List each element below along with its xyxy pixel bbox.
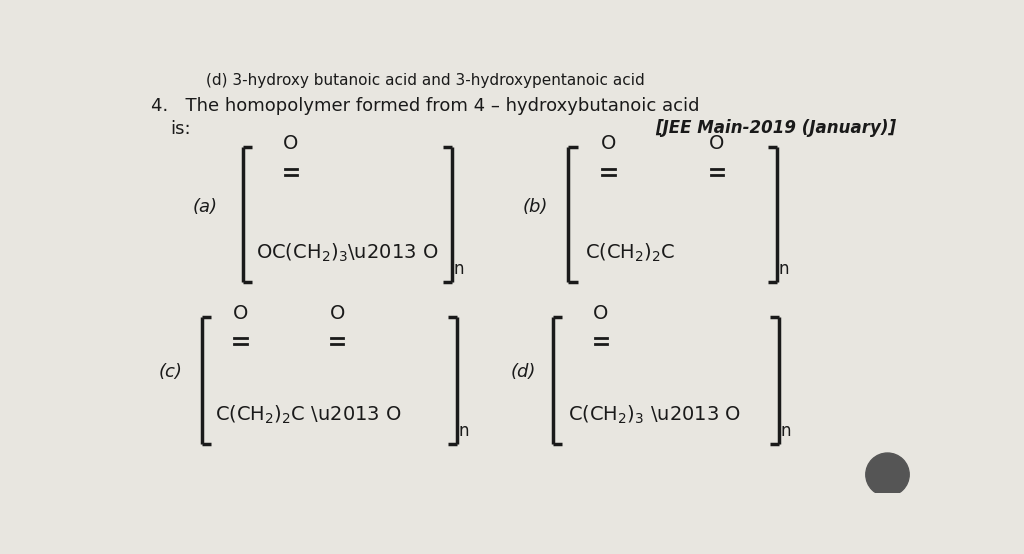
Text: O: O: [593, 304, 608, 323]
Text: [JEE Main-2019 (January)]: [JEE Main-2019 (January)]: [655, 119, 896, 137]
Circle shape: [866, 453, 909, 496]
Text: C(CH$_2$)$_2$C: C(CH$_2$)$_2$C: [586, 242, 676, 264]
Text: n: n: [780, 422, 792, 440]
Text: OC(CH$_2$)$_3$\u2013 O: OC(CH$_2$)$_3$\u2013 O: [256, 242, 438, 264]
Text: (c): (c): [159, 363, 182, 381]
Text: n: n: [459, 422, 469, 440]
Text: (d) 3-hydroxy butanoic acid and 3-hydroxypentanoic acid: (d) 3-hydroxy butanoic acid and 3-hydrox…: [206, 73, 644, 88]
Text: n: n: [454, 260, 464, 278]
Text: (d): (d): [511, 363, 536, 381]
Text: O: O: [232, 304, 248, 323]
Text: (a): (a): [193, 198, 218, 216]
Text: P: P: [879, 463, 897, 486]
Text: O: O: [283, 135, 298, 153]
Text: C(CH$_2$)$_3$ \u2013 O: C(CH$_2$)$_3$ \u2013 O: [568, 403, 741, 425]
Text: C(CH$_2$)$_2$C \u2013 O: C(CH$_2$)$_2$C \u2013 O: [215, 403, 401, 425]
Text: 4.   The homopolymer formed from 4 – hydroxybutanoic acid: 4. The homopolymer formed from 4 – hydro…: [152, 98, 699, 115]
Text: n: n: [779, 260, 790, 278]
Text: (b): (b): [522, 198, 548, 216]
Text: O: O: [601, 135, 616, 153]
Text: is:: is:: [171, 120, 191, 138]
Text: O: O: [330, 304, 345, 323]
Text: O: O: [710, 135, 725, 153]
